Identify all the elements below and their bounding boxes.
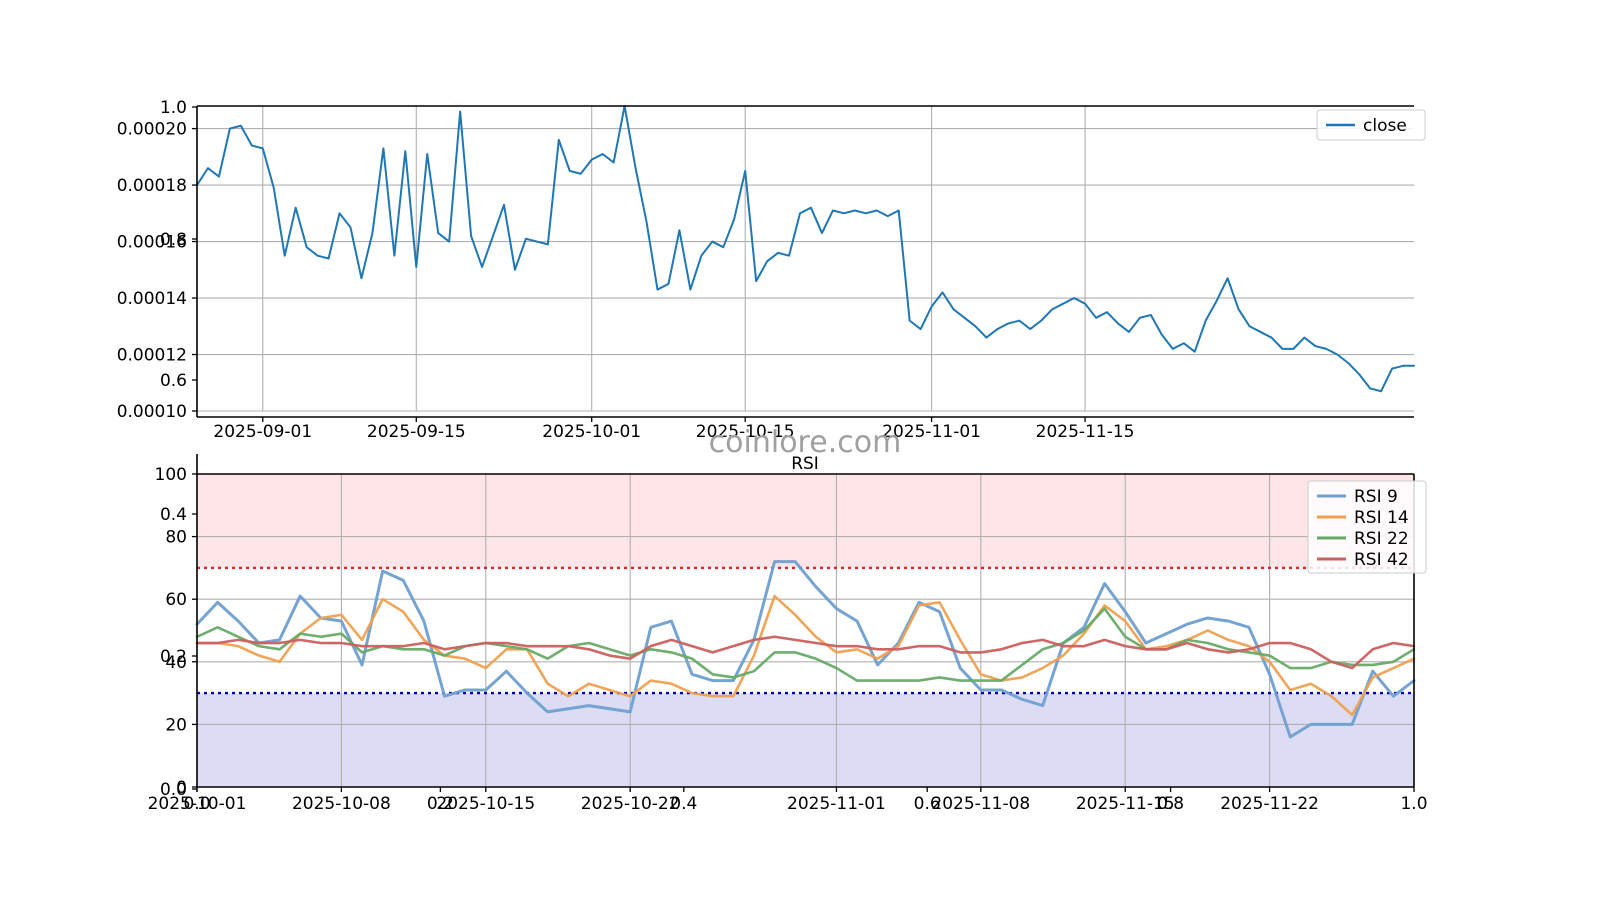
rsi-line-rsi-42 <box>195 635 1416 670</box>
price-y-axis-secondary-ticks: 0.6 0.8 1.0 <box>160 98 197 391</box>
rsi-x-tick-label-secondary: 0.8 <box>1157 794 1184 814</box>
rsi-y-tick-label: 100 <box>155 465 187 485</box>
price-x-tick-label: 2025-09-01 <box>213 422 312 442</box>
legend-label-close: close <box>1363 116 1407 136</box>
rsi-x-tick-label: 2025-10-15 <box>436 794 535 814</box>
price-series-group <box>196 105 1415 393</box>
price-legend-box[interactable] <box>1316 109 1426 141</box>
rsi-series-group <box>195 560 1416 739</box>
oversold-band <box>197 693 1414 787</box>
price-y-tick-label: 0.00018 <box>117 176 187 196</box>
rsi-line-rsi-22 <box>195 607 1416 682</box>
price-legend[interactable]: close <box>1316 109 1426 141</box>
price-y-tick-label: 0.00016 <box>117 233 187 253</box>
rsi-threshold-bands <box>197 474 1414 787</box>
legend-label-rsi-22: RSI 22 <box>1354 529 1409 549</box>
price-y-tick-label: 0.00012 <box>117 346 187 366</box>
legend-label-rsi-14: RSI 14 <box>1354 508 1409 528</box>
legend-label-rsi-42: RSI 42 <box>1354 550 1409 570</box>
price-chart-panel: 0.00010 0.00012 0.00014 0.00016 0.00018 0.000… <box>117 98 1426 442</box>
rsi-x-tick-label: 2025-10-22 <box>581 794 680 814</box>
price-x-tick-label: 2025-10-15 <box>696 422 795 442</box>
rsi-x-axis-ticks: 2025-10-01 2025-10-08 2025-10-15 2025-10-22… <box>148 787 1319 814</box>
rsi-y-tick-label: 0 <box>176 778 187 798</box>
overbought-band <box>197 474 1414 568</box>
price-x-tick-label: 2025-11-01 <box>882 422 981 442</box>
rsi-y-tick-label: 60 <box>165 590 187 610</box>
price-y-tick-label-secondary: 0.6 <box>160 371 187 391</box>
rsi-x-tick-label-secondary: 0.0 <box>183 794 210 814</box>
rsi-x-tick-label-secondary: 0.2 <box>427 794 454 814</box>
rsi-line-rsi-14 <box>195 594 1416 717</box>
price-x-axis-ticks: 2025-09-01 2025-09-15 2025-10-01 2025-10-15… <box>213 417 1134 442</box>
price-y-tick-label-secondary: 1.0 <box>160 98 187 118</box>
price-x-tick-label: 2025-10-01 <box>542 422 641 442</box>
rsi-y-tick-label-secondary: 0.2 <box>160 647 187 667</box>
price-line-close <box>196 105 1415 393</box>
price-y-axis-ticks: 0.00010 0.00012 0.00014 0.00016 0.00018 0.000… <box>117 120 197 422</box>
price-gridlines <box>197 106 1414 412</box>
price-x-tick-label: 2025-11-15 <box>1036 422 1135 442</box>
rsi-legend-box[interactable] <box>1307 480 1427 574</box>
rsi-x-tick-label: 2025-11-01 <box>787 794 886 814</box>
rsi-y-tick-label: 80 <box>165 528 187 548</box>
price-y-tick-label-secondary: 0.8 <box>160 230 187 250</box>
rsi-x-tick-label-secondary: 1.0 <box>1400 794 1427 814</box>
rsi-panel-title: RSI <box>791 454 819 474</box>
price-axes-spines <box>196 105 1414 418</box>
rsi-x-tick-label: 2025-11-15 <box>1076 794 1175 814</box>
rsi-y-tick-label: 20 <box>165 715 187 735</box>
price-x-tick-label: 2025-09-15 <box>367 422 466 442</box>
rsi-y-tick-label-secondary: 0.0 <box>160 780 187 800</box>
rsi-x-tick-label: 2025-11-08 <box>931 794 1030 814</box>
rsi-x-tick-label: 2025-11-22 <box>1220 794 1319 814</box>
rsi-x-tick-label: 2025-10-01 <box>148 794 247 814</box>
price-y-tick-label: 0.00014 <box>117 289 187 309</box>
watermark-label: coinlore.com <box>709 425 902 460</box>
price-y-tick-label: 0.00010 <box>117 402 187 422</box>
rsi-x-axis-secondary-ticks: 0.0 0.2 0.4 0.6 0.8 1.0 <box>183 787 1428 814</box>
rsi-line-rsi-9 <box>195 560 1416 739</box>
rsi-y-tick-label-secondary: 0.4 <box>160 505 187 525</box>
rsi-y-tick-label: 40 <box>165 653 187 673</box>
rsi-x-tick-label-secondary: 0.4 <box>670 794 697 814</box>
rsi-y-axis-secondary-ticks: 0.0 0.2 0.4 <box>160 505 197 800</box>
rsi-x-tick-label-secondary: 0.6 <box>914 794 941 814</box>
price-y-tick-label: 0.00020 <box>117 120 187 140</box>
rsi-x-tick-label: 2025-10-08 <box>292 794 391 814</box>
rsi-y-axis-ticks: 0 20 40 60 80 100 <box>155 465 197 798</box>
legend-label-rsi-9: RSI 9 <box>1354 487 1398 507</box>
